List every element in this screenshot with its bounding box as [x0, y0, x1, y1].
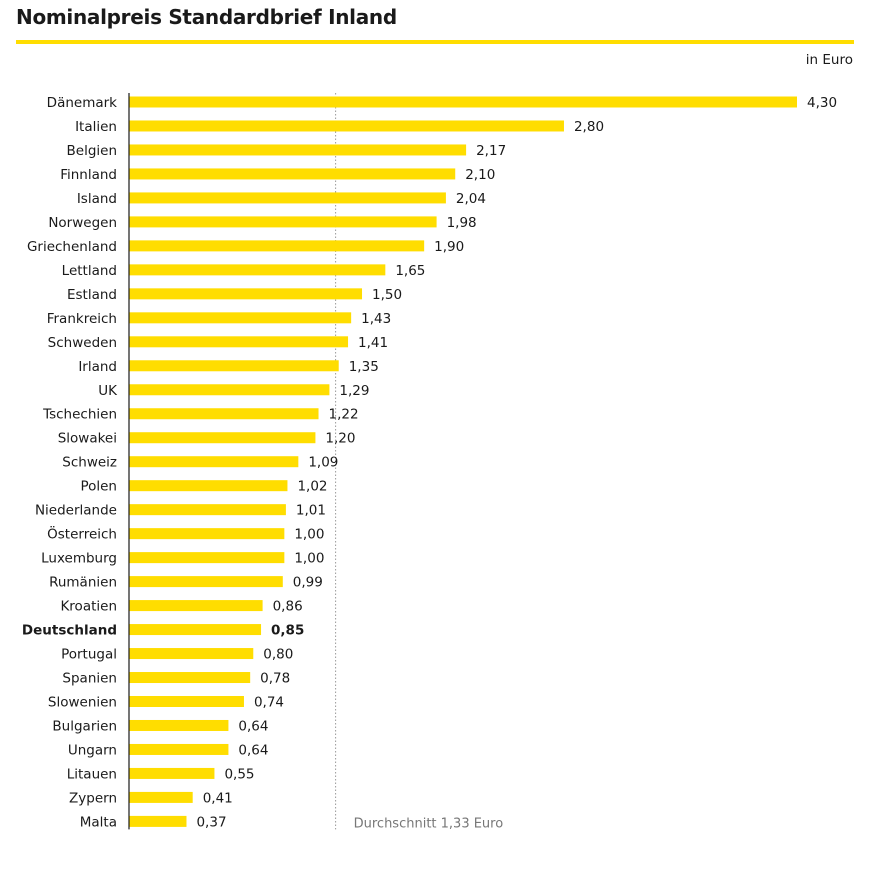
category-label: Litauen	[67, 766, 117, 782]
bar-29	[129, 791, 193, 803]
category-label: Schweden	[48, 335, 117, 351]
bar-23	[129, 648, 254, 660]
category-label: Slowakei	[58, 431, 117, 447]
bar-19	[129, 552, 285, 564]
bar-11	[129, 360, 339, 372]
bar-12	[129, 384, 330, 396]
bar-14	[129, 432, 316, 444]
category-label: Lettland	[62, 263, 117, 279]
bar-21	[129, 600, 263, 612]
category-label: Portugal	[61, 647, 117, 663]
category-label: Island	[77, 191, 117, 207]
value-label: 1,02	[297, 479, 327, 495]
category-label: Belgien	[67, 143, 118, 159]
bar-15	[129, 456, 299, 468]
value-label: 0,99	[293, 575, 323, 591]
category-label: Italien	[75, 119, 117, 135]
value-label: 0,86	[273, 599, 303, 615]
bar-24	[129, 672, 251, 684]
bar-25	[129, 696, 244, 707]
value-label: 1,20	[325, 431, 355, 447]
unit-label: in Euro	[805, 52, 853, 68]
average-label: Durchschnitt 1,33 Euro	[354, 816, 504, 831]
category-label: Kroatien	[60, 599, 117, 615]
bar-27	[129, 743, 229, 755]
value-label: 1,29	[339, 383, 369, 399]
category-label: Irland	[78, 359, 117, 375]
bar-8	[129, 288, 363, 300]
value-label: 2,17	[476, 143, 506, 159]
category-label: Malta	[80, 814, 117, 830]
value-label: 0,74	[254, 695, 284, 711]
value-label: 0,80	[263, 647, 293, 663]
value-label: 1,98	[447, 215, 477, 231]
bar-0	[129, 96, 797, 108]
value-label: 2,80	[574, 119, 604, 135]
bar-2	[129, 144, 467, 156]
bar-3	[129, 168, 456, 180]
bar-17	[129, 504, 286, 516]
bar-18	[129, 528, 285, 540]
category-label: Griechenland	[27, 239, 117, 255]
category-label: Bulgarien	[52, 718, 117, 734]
category-label: Tschechien	[42, 407, 117, 423]
category-label: Polen	[80, 479, 117, 495]
value-label: 1,65	[395, 263, 425, 279]
category-label: Niederlande	[35, 503, 117, 519]
category-label: Rumänien	[49, 575, 117, 591]
value-label: 1,50	[372, 287, 402, 303]
category-label: Österreich	[47, 525, 117, 543]
bar-7	[129, 264, 386, 276]
value-label: 0,78	[260, 671, 290, 687]
category-label: Ungarn	[68, 742, 117, 758]
value-label: 0,37	[196, 814, 226, 830]
category-label: Deutschland	[22, 623, 117, 639]
bar-9	[129, 312, 352, 324]
bar-4	[129, 192, 446, 204]
bar-26	[129, 719, 229, 731]
value-label: 1,00	[294, 551, 324, 567]
value-label: 0,85	[271, 623, 304, 639]
bar-10	[129, 336, 349, 348]
category-label: Zypern	[69, 790, 117, 806]
value-label: 1,01	[296, 503, 326, 519]
bar-22	[129, 624, 262, 636]
value-label: 2,10	[465, 167, 495, 183]
value-label: 1,09	[308, 455, 338, 471]
bar-5	[129, 216, 437, 228]
value-label: 0,64	[238, 718, 268, 734]
bar-13	[129, 408, 319, 420]
category-label: Norwegen	[48, 215, 117, 231]
category-label: Frankreich	[47, 311, 117, 327]
category-label: Finnland	[60, 167, 117, 183]
value-label: 0,64	[238, 742, 268, 758]
value-label: 0,55	[224, 766, 254, 782]
bar-20	[129, 576, 283, 588]
category-label: Slowenien	[48, 695, 117, 711]
value-label: 1,00	[294, 527, 324, 543]
value-label: 1,43	[361, 311, 391, 327]
category-label: Dänemark	[47, 95, 118, 111]
value-label: 1,90	[434, 239, 464, 255]
bar-1	[129, 120, 564, 132]
category-label: UK	[98, 383, 118, 399]
category-label: Spanien	[62, 671, 117, 687]
bar-16	[129, 480, 288, 492]
chart-title: Nominalpreis Standardbrief Inland	[16, 5, 397, 29]
bar-30	[129, 815, 187, 827]
title-underline	[16, 40, 854, 44]
value-label: 4,30	[807, 95, 837, 111]
value-label: 1,35	[349, 359, 379, 375]
value-label: 1,41	[358, 335, 388, 351]
value-label: 1,22	[329, 407, 359, 423]
value-label: 2,04	[456, 191, 486, 207]
category-label: Luxemburg	[41, 551, 117, 567]
bar-28	[129, 767, 215, 779]
category-label: Schweiz	[62, 455, 117, 471]
value-label: 0,41	[203, 790, 233, 806]
bar-6	[129, 240, 425, 252]
category-label: Estland	[67, 287, 117, 303]
